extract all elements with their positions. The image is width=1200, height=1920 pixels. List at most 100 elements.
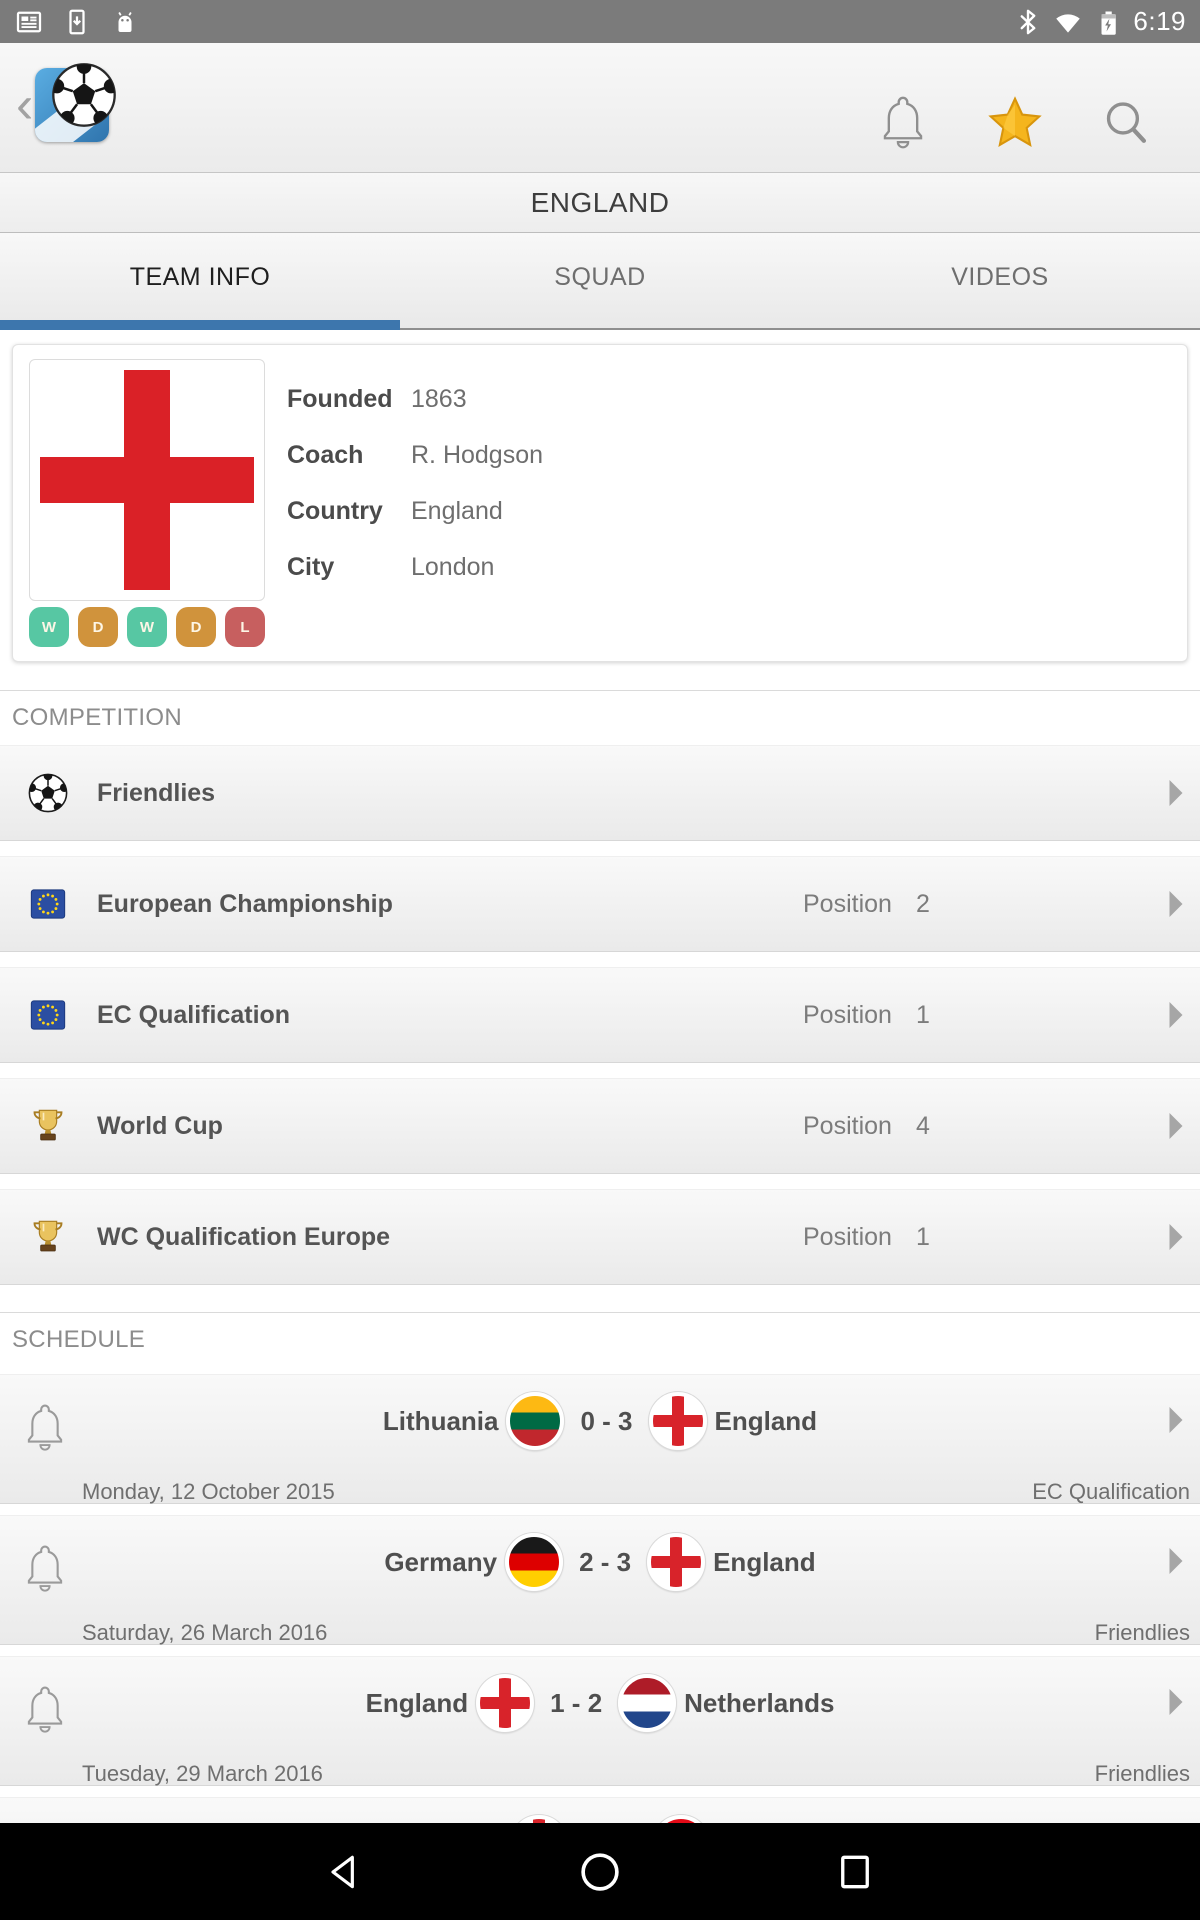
competition-name: World Cup xyxy=(97,1111,223,1140)
field-value: England xyxy=(411,496,503,525)
form-badge-draw: D xyxy=(78,607,118,647)
match-score: 1 - 2 xyxy=(550,1687,603,1718)
flag-germany-icon xyxy=(505,1533,564,1591)
chevron-right-icon xyxy=(1169,1689,1183,1715)
home-team-name: England xyxy=(365,1687,469,1718)
competition-row-friendlies[interactable]: Friendlies xyxy=(0,745,1200,841)
app-home-button[interactable]: ‹ xyxy=(16,63,117,145)
status-bar: 6:19 xyxy=(0,0,1200,43)
competition-position: Position 4 xyxy=(803,1111,930,1140)
field-label: Coach xyxy=(287,440,364,469)
chevron-right-icon xyxy=(1169,891,1183,917)
competition-section-header: COMPETITION xyxy=(0,690,1200,745)
tab-team-info[interactable]: TEAM INFO xyxy=(0,233,400,330)
field-label: Country xyxy=(287,496,383,525)
android-head-icon xyxy=(118,11,132,32)
match-notification-bell-icon[interactable] xyxy=(22,1683,68,1737)
away-team-name: England xyxy=(713,1546,816,1577)
app-bar: ‹ xyxy=(0,43,1200,172)
flag-england-icon xyxy=(476,1674,535,1732)
eu-flag-icon xyxy=(30,889,66,919)
clock-time: 6:19 xyxy=(1133,6,1186,36)
competition-name: EC Qualification xyxy=(97,1000,291,1029)
back-triangle-icon xyxy=(331,1855,354,1888)
flag-england-icon xyxy=(648,1392,707,1450)
away-team-name: England xyxy=(714,1405,818,1436)
match-competition: EC Qualification xyxy=(1032,1479,1190,1504)
schedule-row-germany-england[interactable]: Germany 2 - 3 England Saturday, 26 March… xyxy=(0,1515,1200,1645)
trophy-icon xyxy=(33,1109,63,1141)
competition-position: Position 1 xyxy=(803,1222,930,1251)
nav-back-button[interactable] xyxy=(323,1849,369,1895)
form-badge-draw: D xyxy=(176,607,216,647)
chevron-right-icon xyxy=(1169,780,1183,806)
tab-strip: TEAM INFO SQUAD VIDEOS xyxy=(0,233,1200,330)
search-button[interactable] xyxy=(1099,94,1155,152)
team-flag-image xyxy=(29,359,265,601)
field-label: Founded xyxy=(287,384,393,413)
page-title: ENGLAND xyxy=(530,187,670,218)
flag-lithuania-icon xyxy=(506,1392,565,1450)
competition-name: European Championship xyxy=(97,889,393,918)
recent-form-badges: W D W D L xyxy=(29,607,265,647)
eu-flag-icon xyxy=(30,1000,66,1030)
match-score: 2 - 3 xyxy=(579,1546,632,1577)
star-icon xyxy=(988,96,1042,148)
home-team-name: Lithuania xyxy=(382,1405,499,1436)
match-competition: Friendlies xyxy=(1094,1620,1190,1645)
nav-home-button[interactable] xyxy=(577,1849,623,1895)
form-badge-win: W xyxy=(29,607,69,647)
match-score: 0 - 3 xyxy=(580,1405,633,1436)
team-title-band: ENGLAND xyxy=(0,172,1200,233)
match-competition: Friendlies xyxy=(1094,1761,1190,1786)
schedule-row-lithuania-england[interactable]: Lithuania 0 - 3 England Monday, 12 Octob… xyxy=(0,1374,1200,1504)
chevron-right-icon xyxy=(1169,1548,1183,1574)
app-logo xyxy=(35,63,117,142)
tab-videos[interactable]: VIDEOS xyxy=(951,263,1049,291)
search-icon xyxy=(1106,102,1147,143)
form-badge-loss: L xyxy=(225,607,265,647)
schedule-row-england-netherlands[interactable]: England 1 - 2 Netherlands Tuesday, 29 Ma… xyxy=(0,1656,1200,1786)
match-notification-bell-icon[interactable] xyxy=(22,1401,68,1455)
trophy-icon xyxy=(33,1220,63,1252)
competition-position: Position 2 xyxy=(803,889,930,918)
team-info-card: Founded 1863 Coach R. Hodgson Country En… xyxy=(12,344,1188,662)
match-notification-bell-icon[interactable] xyxy=(22,1542,68,1596)
flag-england-icon xyxy=(647,1533,706,1591)
competition-name: WC Qualification Europe xyxy=(97,1222,391,1251)
match-date: Saturday, 26 March 2016 xyxy=(82,1620,328,1645)
bluetooth-icon xyxy=(1020,9,1036,34)
schedule-section-header: SCHEDULE xyxy=(0,1312,1200,1367)
flag-netherlands-icon xyxy=(618,1674,677,1732)
android-navigation-bar xyxy=(0,1823,1200,1920)
nav-recents-button[interactable] xyxy=(832,1849,878,1895)
match-date: Tuesday, 29 March 2016 xyxy=(82,1761,323,1786)
field-value: London xyxy=(411,552,495,581)
chevron-right-icon xyxy=(1169,1002,1183,1028)
soccer-ball-icon xyxy=(52,63,117,127)
battery-charging-icon xyxy=(1101,11,1117,35)
team-fields: Founded 1863 Coach R. Hodgson Country En… xyxy=(287,371,543,595)
tab-squad[interactable]: SQUAD xyxy=(554,263,646,291)
competition-row-ec-qualification[interactable]: EC Qualification Position 1 xyxy=(0,967,1200,1063)
chevron-right-icon xyxy=(1169,1113,1183,1139)
home-team-name: Germany xyxy=(384,1546,498,1577)
form-badge-win: W xyxy=(127,607,167,647)
field-label: City xyxy=(287,552,335,581)
competition-position: Position 1 xyxy=(803,1000,930,1029)
bell-icon xyxy=(883,96,923,149)
home-circle-icon xyxy=(581,1852,619,1891)
recents-square-icon xyxy=(841,1855,869,1888)
system-update-icon xyxy=(69,9,85,34)
soccer-ball-icon xyxy=(28,773,68,813)
competition-name: Friendlies xyxy=(97,778,216,807)
chevron-right-icon xyxy=(1169,1224,1183,1250)
competition-row-wc-qualification-europe[interactable]: WC Qualification Europe Position 1 xyxy=(0,1189,1200,1285)
england-flag xyxy=(40,370,254,590)
notifications-button[interactable] xyxy=(875,94,931,152)
field-value: 1863 xyxy=(411,384,467,413)
favorites-button[interactable] xyxy=(987,94,1043,152)
competition-row-world-cup[interactable]: World Cup Position 4 xyxy=(0,1078,1200,1174)
field-value: R. Hodgson xyxy=(411,440,544,469)
competition-row-european-championship[interactable]: European Championship Position 2 xyxy=(0,856,1200,952)
